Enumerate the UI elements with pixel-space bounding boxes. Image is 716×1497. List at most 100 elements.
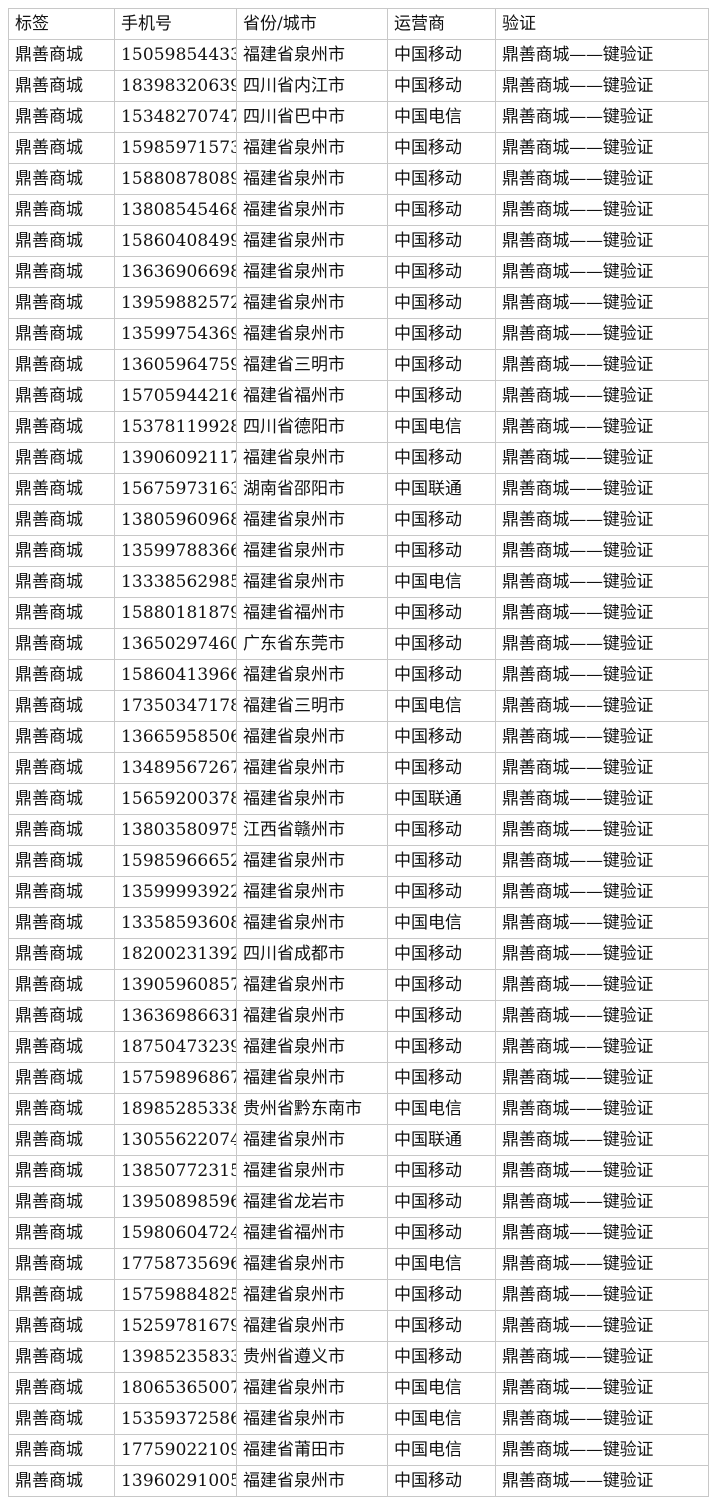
cell-label[interactable]: 鼎善商城	[8, 845, 115, 877]
cell-carrier[interactable]: 中国移动	[387, 70, 496, 102]
cell-verify[interactable]: 鼎善商城——键验证	[495, 969, 709, 1001]
cell-carrier[interactable]: 中国移动	[387, 1031, 496, 1063]
cell-phone[interactable]: 18065365007	[114, 1372, 237, 1404]
table-row[interactable]: 鼎善商城 13636986631 福建省泉州市 中国移动 鼎善商城——键验证	[8, 1000, 709, 1032]
cell-verify[interactable]: 鼎善商城——键验证	[495, 752, 709, 784]
cell-verify[interactable]: 鼎善商城——键验证	[495, 566, 709, 598]
table-row[interactable]: 鼎善商城 13605964759 福建省三明市 中国移动 鼎善商城——键验证	[8, 349, 709, 381]
cell-region[interactable]: 福建省泉州市	[236, 1031, 388, 1063]
table-row[interactable]: 鼎善商城 13358593608 福建省泉州市 中国电信 鼎善商城——键验证	[8, 907, 709, 939]
cell-label[interactable]: 鼎善商城	[8, 1434, 115, 1466]
cell-phone[interactable]: 15705944216	[114, 380, 237, 412]
cell-verify[interactable]: 鼎善商城——键验证	[495, 163, 709, 195]
cell-phone[interactable]: 15985971573	[114, 132, 237, 164]
cell-label[interactable]: 鼎善商城	[8, 597, 115, 629]
cell-label[interactable]: 鼎善商城	[8, 690, 115, 722]
cell-phone[interactable]: 18750473239	[114, 1031, 237, 1063]
cell-verify[interactable]: 鼎善商城——键验证	[495, 1279, 709, 1311]
cell-carrier[interactable]: 中国电信	[387, 1434, 496, 1466]
cell-carrier[interactable]: 中国电信	[387, 690, 496, 722]
cell-phone[interactable]: 18398320639	[114, 70, 237, 102]
table-row[interactable]: 鼎善商城 13803580975 江西省赣州市 中国移动 鼎善商城——键验证	[8, 814, 709, 846]
cell-verify[interactable]: 鼎善商城——键验证	[495, 1434, 709, 1466]
cell-verify[interactable]: 鼎善商城——键验证	[495, 1372, 709, 1404]
cell-region[interactable]: 福建省泉州市	[236, 1403, 388, 1435]
cell-phone[interactable]: 13599993922	[114, 876, 237, 908]
cell-phone[interactable]: 15759896867	[114, 1062, 237, 1094]
cell-region[interactable]: 湖南省邵阳市	[236, 473, 388, 505]
column-header-label[interactable]: 标签	[8, 8, 115, 40]
table-row[interactable]: 鼎善商城 13985235833 贵州省遵义市 中国移动 鼎善商城——键验证	[8, 1341, 709, 1373]
table-row[interactable]: 鼎善商城 13599754369 福建省泉州市 中国移动 鼎善商城——键验证	[8, 318, 709, 350]
cell-verify[interactable]: 鼎善商城——键验证	[495, 287, 709, 319]
cell-carrier[interactable]: 中国电信	[387, 566, 496, 598]
cell-phone[interactable]: 15980604724	[114, 1217, 237, 1249]
cell-carrier[interactable]: 中国移动	[387, 659, 496, 691]
cell-phone[interactable]: 13636906698	[114, 256, 237, 288]
cell-label[interactable]: 鼎善商城	[8, 876, 115, 908]
cell-region[interactable]: 福建省泉州市	[236, 1465, 388, 1497]
table-row[interactable]: 鼎善商城 15985966652 福建省泉州市 中国移动 鼎善商城——键验证	[8, 845, 709, 877]
cell-phone[interactable]: 15659200378	[114, 783, 237, 815]
cell-phone[interactable]: 13599754369	[114, 318, 237, 350]
cell-region[interactable]: 贵州省黔东南市	[236, 1093, 388, 1125]
cell-verify[interactable]: 鼎善商城——键验证	[495, 659, 709, 691]
cell-carrier[interactable]: 中国移动	[387, 535, 496, 567]
cell-phone[interactable]: 15860413966	[114, 659, 237, 691]
cell-carrier[interactable]: 中国移动	[387, 1155, 496, 1187]
cell-region[interactable]: 福建省泉州市	[236, 752, 388, 784]
table-row[interactable]: 鼎善商城 15759896867 福建省泉州市 中国移动 鼎善商城——键验证	[8, 1062, 709, 1094]
cell-carrier[interactable]: 中国移动	[387, 442, 496, 474]
cell-carrier[interactable]: 中国移动	[387, 1310, 496, 1342]
cell-carrier[interactable]: 中国移动	[387, 1062, 496, 1094]
cell-phone[interactable]: 13906092117	[114, 442, 237, 474]
cell-label[interactable]: 鼎善商城	[8, 442, 115, 474]
column-header-verify[interactable]: 验证	[495, 8, 709, 40]
table-row[interactable]: 鼎善商城 15860408499 福建省泉州市 中国移动 鼎善商城——键验证	[8, 225, 709, 257]
cell-region[interactable]: 福建省泉州市	[236, 132, 388, 164]
cell-region[interactable]: 福建省泉州市	[236, 39, 388, 71]
table-row[interactable]: 鼎善商城 15675973163 湖南省邵阳市 中国联通 鼎善商城——键验证	[8, 473, 709, 505]
cell-verify[interactable]: 鼎善商城——键验证	[495, 101, 709, 133]
table-row[interactable]: 鼎善商城 13808545468 福建省泉州市 中国移动 鼎善商城——键验证	[8, 194, 709, 226]
cell-carrier[interactable]: 中国移动	[387, 876, 496, 908]
cell-carrier[interactable]: 中国移动	[387, 1186, 496, 1218]
cell-region[interactable]: 福建省泉州市	[236, 163, 388, 195]
cell-phone[interactable]: 13055622074	[114, 1124, 237, 1156]
table-row[interactable]: 鼎善商城 13906092117 福建省泉州市 中国移动 鼎善商城——键验证	[8, 442, 709, 474]
cell-carrier[interactable]: 中国移动	[387, 1000, 496, 1032]
table-row[interactable]: 鼎善商城 15860413966 福建省泉州市 中国移动 鼎善商城——键验证	[8, 659, 709, 691]
cell-verify[interactable]: 鼎善商城——键验证	[495, 628, 709, 660]
table-row[interactable]: 鼎善商城 18985285338 贵州省黔东南市 中国电信 鼎善商城——键验证	[8, 1093, 709, 1125]
cell-phone[interactable]: 13959882572	[114, 287, 237, 319]
cell-verify[interactable]: 鼎善商城——键验证	[495, 473, 709, 505]
cell-verify[interactable]: 鼎善商城——键验证	[495, 814, 709, 846]
cell-carrier[interactable]: 中国移动	[387, 628, 496, 660]
table-row[interactable]: 鼎善商城 13805960968 福建省泉州市 中国移动 鼎善商城——键验证	[8, 504, 709, 536]
cell-phone[interactable]: 13636986631	[114, 1000, 237, 1032]
cell-verify[interactable]: 鼎善商城——键验证	[495, 256, 709, 288]
cell-verify[interactable]: 鼎善商城——键验证	[495, 349, 709, 381]
table-row[interactable]: 鼎善商城 17350347178 福建省三明市 中国电信 鼎善商城——键验证	[8, 690, 709, 722]
table-row[interactable]: 鼎善商城 15980604724 福建省福州市 中国移动 鼎善商城——键验证	[8, 1217, 709, 1249]
cell-phone[interactable]: 13950898596	[114, 1186, 237, 1218]
cell-region[interactable]: 福建省泉州市	[236, 318, 388, 350]
cell-region[interactable]: 广东省东莞市	[236, 628, 388, 660]
cell-region[interactable]: 福建省泉州市	[236, 1000, 388, 1032]
cell-phone[interactable]: 13960291005	[114, 1465, 237, 1497]
cell-label[interactable]: 鼎善商城	[8, 132, 115, 164]
cell-region[interactable]: 四川省成都市	[236, 938, 388, 970]
table-row[interactable]: 鼎善商城 18065365007 福建省泉州市 中国电信 鼎善商城——键验证	[8, 1372, 709, 1404]
cell-phone[interactable]: 15059854433	[114, 39, 237, 71]
cell-region[interactable]: 福建省泉州市	[236, 876, 388, 908]
cell-verify[interactable]: 鼎善商城——键验证	[495, 1062, 709, 1094]
cell-label[interactable]: 鼎善商城	[8, 1310, 115, 1342]
cell-phone[interactable]: 13985235833	[114, 1341, 237, 1373]
cell-verify[interactable]: 鼎善商城——键验证	[495, 442, 709, 474]
cell-verify[interactable]: 鼎善商城——键验证	[495, 1186, 709, 1218]
cell-phone[interactable]: 17350347178	[114, 690, 237, 722]
cell-region[interactable]: 福建省泉州市	[236, 1310, 388, 1342]
cell-carrier[interactable]: 中国移动	[387, 132, 496, 164]
cell-phone[interactable]: 15675973163	[114, 473, 237, 505]
cell-carrier[interactable]: 中国联通	[387, 783, 496, 815]
